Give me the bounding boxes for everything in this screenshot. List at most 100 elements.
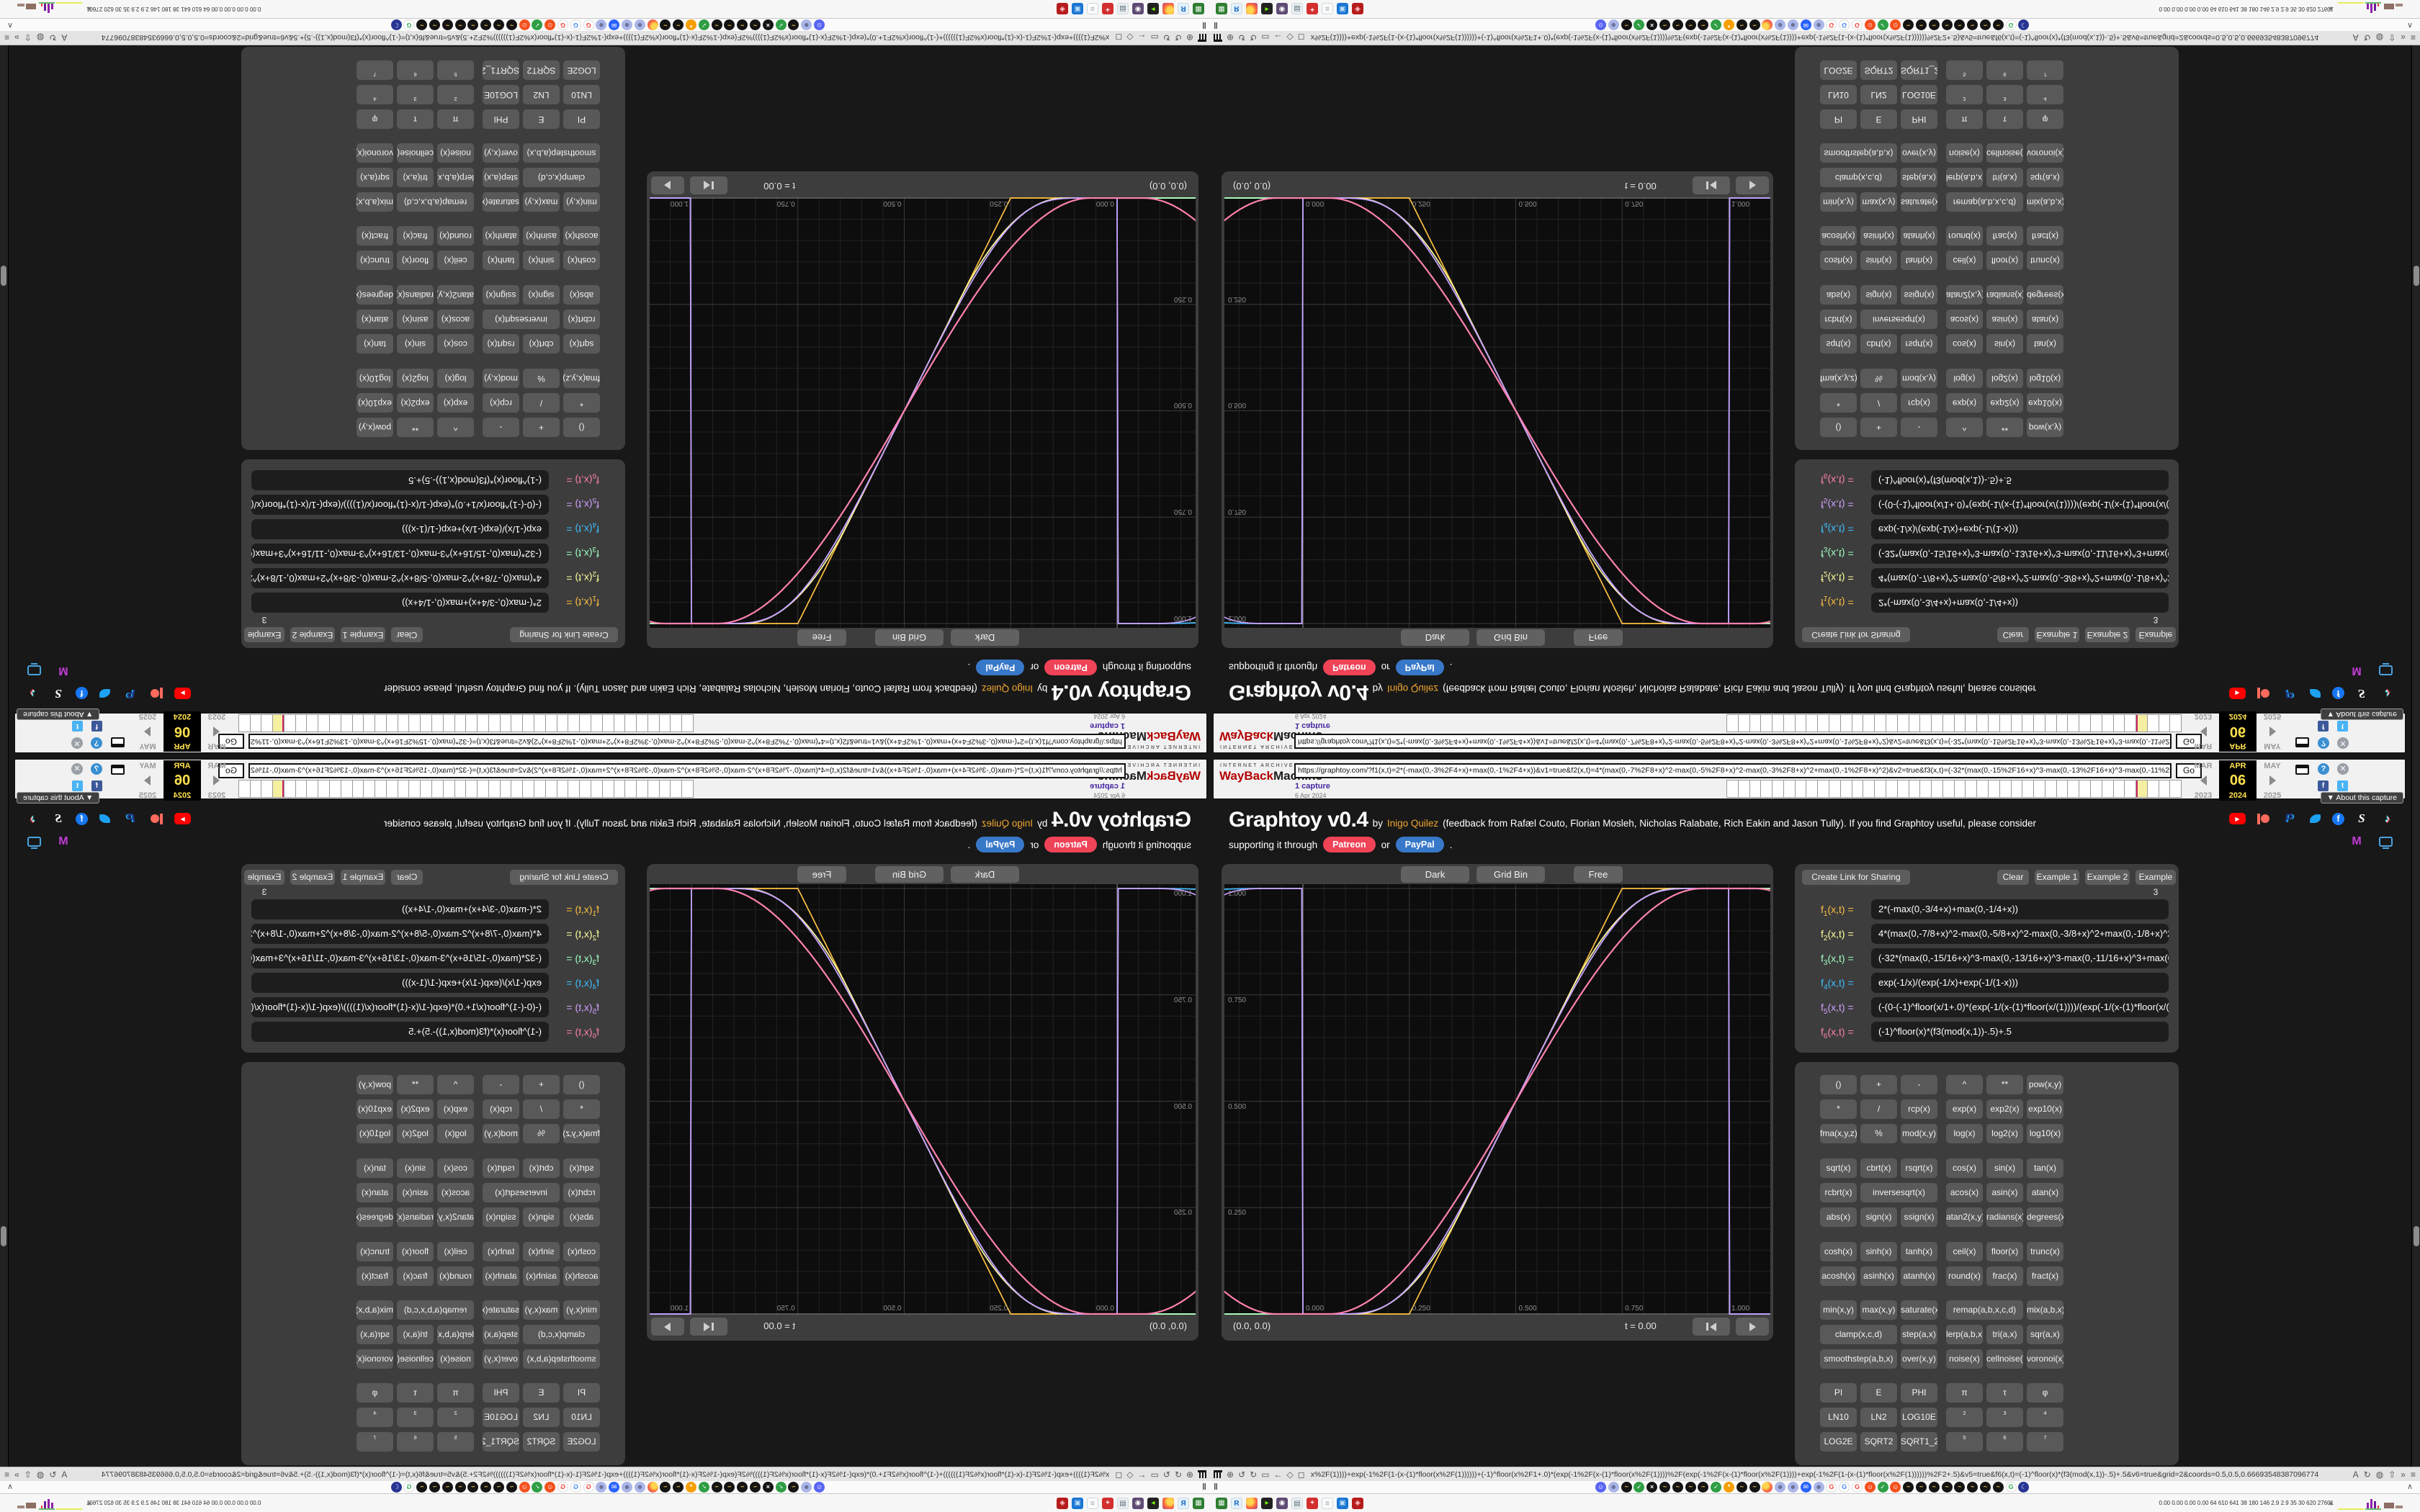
keypad-button-pi[interactable]: PI [563, 109, 600, 129]
keypad-button-ln10[interactable]: LN10 [563, 85, 600, 104]
keypad-button-6[interactable]: 6 [397, 60, 434, 80]
globe-icon[interactable]: ◍ [2375, 1469, 2384, 1480]
extension-icon[interactable]: ☾ [390, 1482, 402, 1493]
timeline-cell[interactable] [602, 714, 614, 732]
keypad-button-sqrt1-2[interactable]: SQRT1_2 [483, 1432, 519, 1452]
keypad-button-2[interactable]: 2 [1946, 1408, 1983, 1427]
formula-input-f2[interactable]: 4*(max(0,-7/8+x)^2-max(0,-5/8+x)^2-max(0… [251, 924, 549, 944]
tv-icon[interactable] [26, 662, 43, 678]
timeline-cell[interactable] [364, 714, 376, 732]
keypad-button-exp10-x-[interactable]: exp10(x) [2027, 393, 2063, 413]
timeline-cell[interactable] [409, 780, 421, 798]
keypad-button-exp-x-[interactable]: exp(x) [437, 1099, 474, 1119]
timeline-cell[interactable] [284, 780, 296, 798]
month-next[interactable]: MAY [2264, 761, 2281, 770]
keypad-button-ln2[interactable]: LN2 [523, 1408, 560, 1427]
globe-icon[interactable]: ◍ [36, 1469, 45, 1480]
keypad-button-sqr-a-x-[interactable]: sqr(a,x) [2027, 168, 2063, 187]
twitter-share-icon[interactable]: t [72, 780, 83, 791]
timeline-cell[interactable] [2112, 714, 2125, 732]
extension-icon[interactable]: ~ [506, 19, 517, 30]
timeline-cell[interactable] [1953, 714, 1966, 732]
keypad-button-ln2[interactable]: LN2 [1860, 1408, 1897, 1427]
keypad-button-fract-x-[interactable]: fract(x) [2027, 226, 2063, 246]
keypad-button-mix-a-b-x-[interactable]: mix(a,b,x) [357, 192, 393, 212]
chevron-up-icon[interactable]: ∧ [7, 1482, 14, 1491]
screenshot-view-icon[interactable] [111, 765, 125, 775]
keypad-button--[interactable]: / [523, 1099, 560, 1119]
more-chevrons-icon[interactable]: » [2401, 1469, 2406, 1480]
keypad-button-log2e[interactable]: LOG2E [1820, 1432, 1857, 1452]
extension-icon[interactable]: ☻ [596, 1482, 607, 1493]
keypad-button-rcbrt-x-[interactable]: rcbrt(x) [563, 310, 600, 329]
extension-icon[interactable]: ~ [724, 1482, 735, 1493]
example1-button[interactable]: Example 1 [341, 627, 385, 642]
keypad-button-exp2-x-[interactable]: exp2(x) [397, 393, 434, 413]
extension-icon[interactable]: ~ [1967, 19, 1978, 30]
timeline-cell[interactable] [1806, 714, 1818, 732]
shield-icon[interactable]: ◇ [1126, 1469, 1134, 1480]
keypad-button-remap-a-b-x-c-d-[interactable]: remap(a,b,x,c,d) [397, 192, 474, 212]
keypad-button-e[interactable]: E [1860, 1383, 1897, 1403]
shadertoy-icon[interactable]: S [2358, 687, 2365, 701]
extension-icon[interactable]: G [557, 19, 568, 30]
keypad-button-ssign-x-[interactable]: ssign(x) [1901, 285, 1937, 305]
keypad-button--[interactable]: ** [1986, 1075, 2023, 1094]
timeline-cell[interactable] [238, 714, 251, 732]
taskbar-app-icon[interactable]: ▦ [1193, 3, 1204, 14]
timeline-cell[interactable] [2090, 714, 2102, 732]
keypad-button-smoothstep-a-b-x-[interactable]: smoothstep(a,b,x) [523, 143, 600, 163]
keypad-button-cos-x-[interactable]: cos(x) [1946, 1158, 1983, 1178]
timeline-cell[interactable] [2090, 780, 2102, 798]
timeline-cell[interactable] [637, 714, 648, 732]
taskbar-app-icon[interactable]: ≡ [1322, 3, 1333, 14]
wayback-url-input[interactable]: https://graphtoy.com/?f1(x,t)=2*(-max(0,… [248, 734, 1126, 749]
keypad-button-sqrt-x-[interactable]: sqrt(x) [1820, 1158, 1857, 1178]
timeline-cell[interactable] [443, 780, 455, 798]
keypad-button-over-x-y-[interactable]: over(x,y) [483, 143, 519, 163]
keypad-button-sign-x-[interactable]: sign(x) [1860, 285, 1897, 305]
taskbar-app-icon[interactable]: ▤ [1117, 1498, 1129, 1509]
keypad-button-remap-a-b-x-c-d-[interactable]: remap(a,b,x,c,d) [1946, 1300, 2023, 1320]
facebook-share-icon[interactable]: f [91, 721, 102, 732]
keypad-button-2[interactable]: 2 [437, 1408, 474, 1427]
keypad-button-noise-x-[interactable]: noise(x) [1946, 143, 1983, 163]
globe-icon[interactable]: ◍ [36, 32, 45, 43]
extension-icon[interactable]: ~ [1621, 19, 1632, 30]
patreon-button[interactable]: Patreon [1044, 837, 1097, 852]
keypad-button-degrees-x-[interactable]: degrees(x) [2027, 285, 2063, 305]
keypad-button-smoothstep-a-b-x-[interactable]: smoothstep(a,b,x) [1820, 1349, 1897, 1369]
keypad-button-cbrt-x-[interactable]: cbrt(x) [523, 1158, 560, 1178]
extension-icon[interactable]: ~ [737, 19, 748, 30]
about-this-capture-button[interactable]: ▼ About this capture [17, 708, 100, 720]
timeline-cell[interactable] [307, 714, 319, 732]
keypad-button-clamp-x-c-d-[interactable]: clamp(x,c,d) [1820, 1325, 1897, 1344]
extension-icon[interactable]: ✓ [1877, 19, 1888, 30]
timeline-cell[interactable] [2101, 714, 2113, 732]
keypad-button-log10e[interactable]: LOG10E [483, 85, 519, 104]
timeline-cell[interactable] [1737, 780, 1749, 798]
keypad-button-min-x-y-[interactable]: min(x,y) [563, 1300, 600, 1320]
keypad-button-over-x-y-[interactable]: over(x,y) [1901, 143, 1937, 163]
keypad-button-rcbrt-x-[interactable]: rcbrt(x) [563, 1183, 600, 1202]
extension-icon[interactable]: ✉ [609, 1482, 620, 1493]
timeline-cell[interactable] [602, 780, 614, 798]
keypad-button--[interactable]: * [1820, 1099, 1857, 1119]
extension-icon[interactable]: ☻ [1608, 19, 1619, 30]
year-prev[interactable]: 2023 [2194, 712, 2213, 721]
keypad-button-trunc-x-[interactable]: trunc(x) [2027, 251, 2063, 270]
keypad-button-tanh-x-[interactable]: tanh(x) [483, 251, 519, 270]
keypad-button-inversesqrt-x-[interactable]: inversesqrt(x) [483, 310, 560, 329]
extension-icon[interactable]: ☻ [801, 19, 812, 30]
keypad-button--[interactable]: φ [357, 1383, 393, 1403]
extension-icon[interactable]: ☻ [634, 19, 645, 30]
timeline-cell[interactable] [352, 780, 364, 798]
extension-icon[interactable]: G [557, 1482, 568, 1493]
paypal-button[interactable]: PayPal [1395, 660, 1444, 675]
timeline-cell[interactable] [261, 714, 274, 732]
keypad-button-pow-x-y-[interactable]: pow(x,y) [357, 1075, 393, 1094]
range-mode-button[interactable]: Free [797, 866, 846, 883]
patreon-button[interactable]: Patreon [1323, 837, 1376, 852]
year-prev[interactable]: 2023 [2194, 791, 2213, 800]
month-prev[interactable]: MAR [207, 742, 226, 751]
